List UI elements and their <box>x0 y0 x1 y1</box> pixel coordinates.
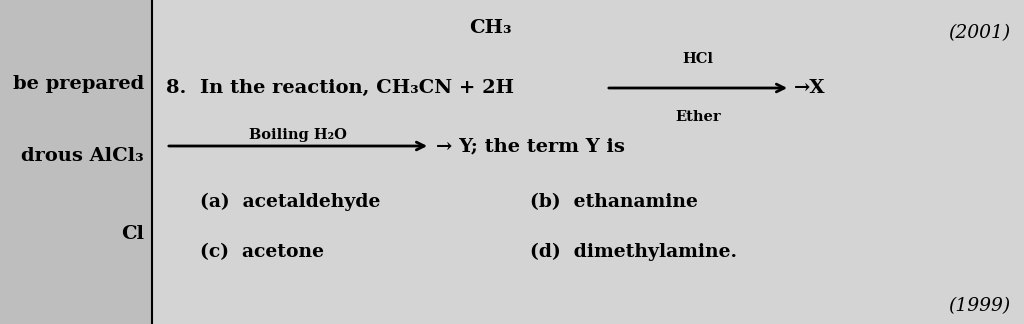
Text: drous AlCl₃: drous AlCl₃ <box>22 147 144 165</box>
Text: (a)  acetaldehyde: (a) acetaldehyde <box>200 193 380 211</box>
Text: (2001): (2001) <box>948 24 1010 42</box>
Text: be prepared: be prepared <box>12 75 144 93</box>
Text: HCl: HCl <box>683 52 714 66</box>
Text: (d)  dimethylamine.: (d) dimethylamine. <box>530 243 737 261</box>
Text: → Y; the term Y is: → Y; the term Y is <box>436 137 625 155</box>
Text: (1999): (1999) <box>948 297 1010 315</box>
Text: 8.: 8. <box>166 79 186 97</box>
Text: CH₃: CH₃ <box>469 19 511 37</box>
Bar <box>0 0 152 324</box>
Text: (b)  ethanamine: (b) ethanamine <box>530 193 698 211</box>
Text: Cl: Cl <box>121 225 144 243</box>
Text: In the reaction, CH₃CN + 2H: In the reaction, CH₃CN + 2H <box>200 79 514 97</box>
Text: →X: →X <box>794 79 825 97</box>
Bar <box>152 0 1024 324</box>
Text: Ether: Ether <box>675 110 721 124</box>
Text: (c)  acetone: (c) acetone <box>200 243 324 261</box>
Text: Boiling H₂O: Boiling H₂O <box>249 128 347 142</box>
